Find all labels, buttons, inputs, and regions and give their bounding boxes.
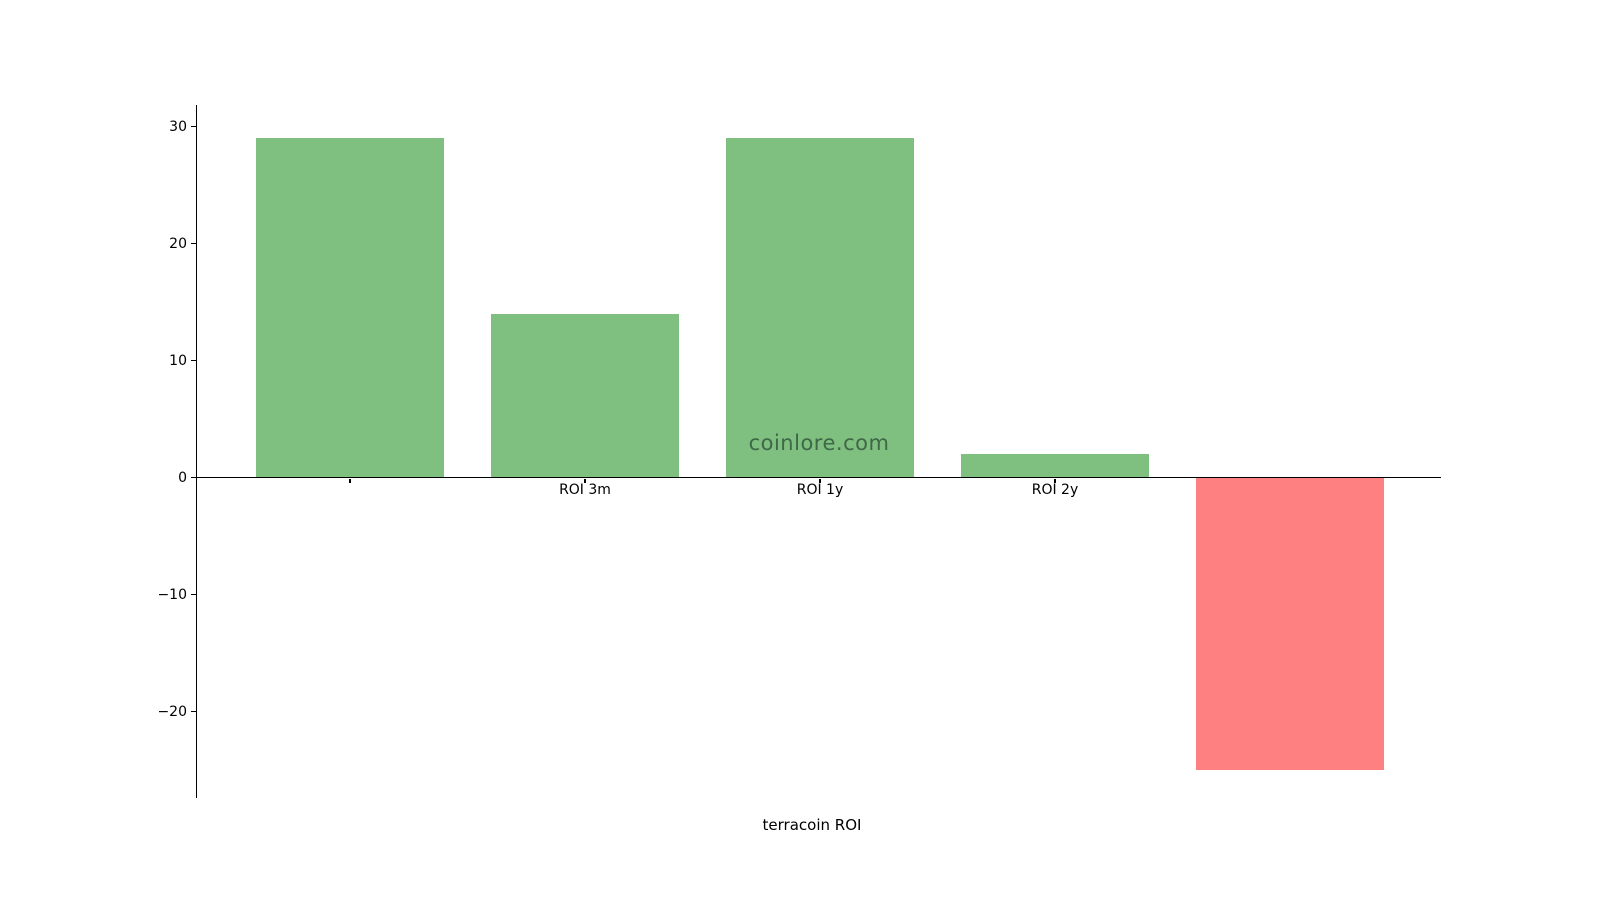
- x-tick-mark: [349, 478, 351, 483]
- bar-positive: [726, 138, 914, 478]
- y-tick-label: −10: [157, 586, 187, 603]
- y-tick-label: 0: [178, 469, 187, 486]
- x-tick-label: ROI 3m: [559, 482, 611, 498]
- y-tick-mark: [191, 593, 196, 596]
- y-tick-mark: [191, 476, 196, 479]
- x-tick-mark: [584, 478, 586, 483]
- bar-positive: [961, 454, 1149, 478]
- x-tick-mark: [1054, 478, 1056, 483]
- x-axis-title: terracoin ROI: [762, 816, 862, 834]
- watermark: coinlore.com: [748, 431, 890, 455]
- y-axis-spine: [196, 105, 198, 798]
- x-tick-label: ROI 2y: [1031, 482, 1079, 498]
- y-tick-mark: [191, 710, 196, 713]
- bar-positive: [491, 313, 679, 478]
- y-tick-mark: [191, 359, 196, 362]
- y-tick-mark: [191, 242, 196, 245]
- x-tick-mark: [819, 478, 821, 483]
- x-tick-label: ROI 1y: [796, 482, 844, 498]
- y-tick-label: 20: [169, 235, 187, 252]
- bar-positive: [256, 138, 444, 478]
- bar-negative: [1196, 477, 1384, 770]
- y-tick-label: −20: [157, 703, 187, 720]
- x-axis-line: [196, 476, 1441, 479]
- y-tick-label: 10: [169, 352, 187, 369]
- y-tick-label: 30: [169, 118, 187, 135]
- y-tick-mark: [191, 125, 196, 128]
